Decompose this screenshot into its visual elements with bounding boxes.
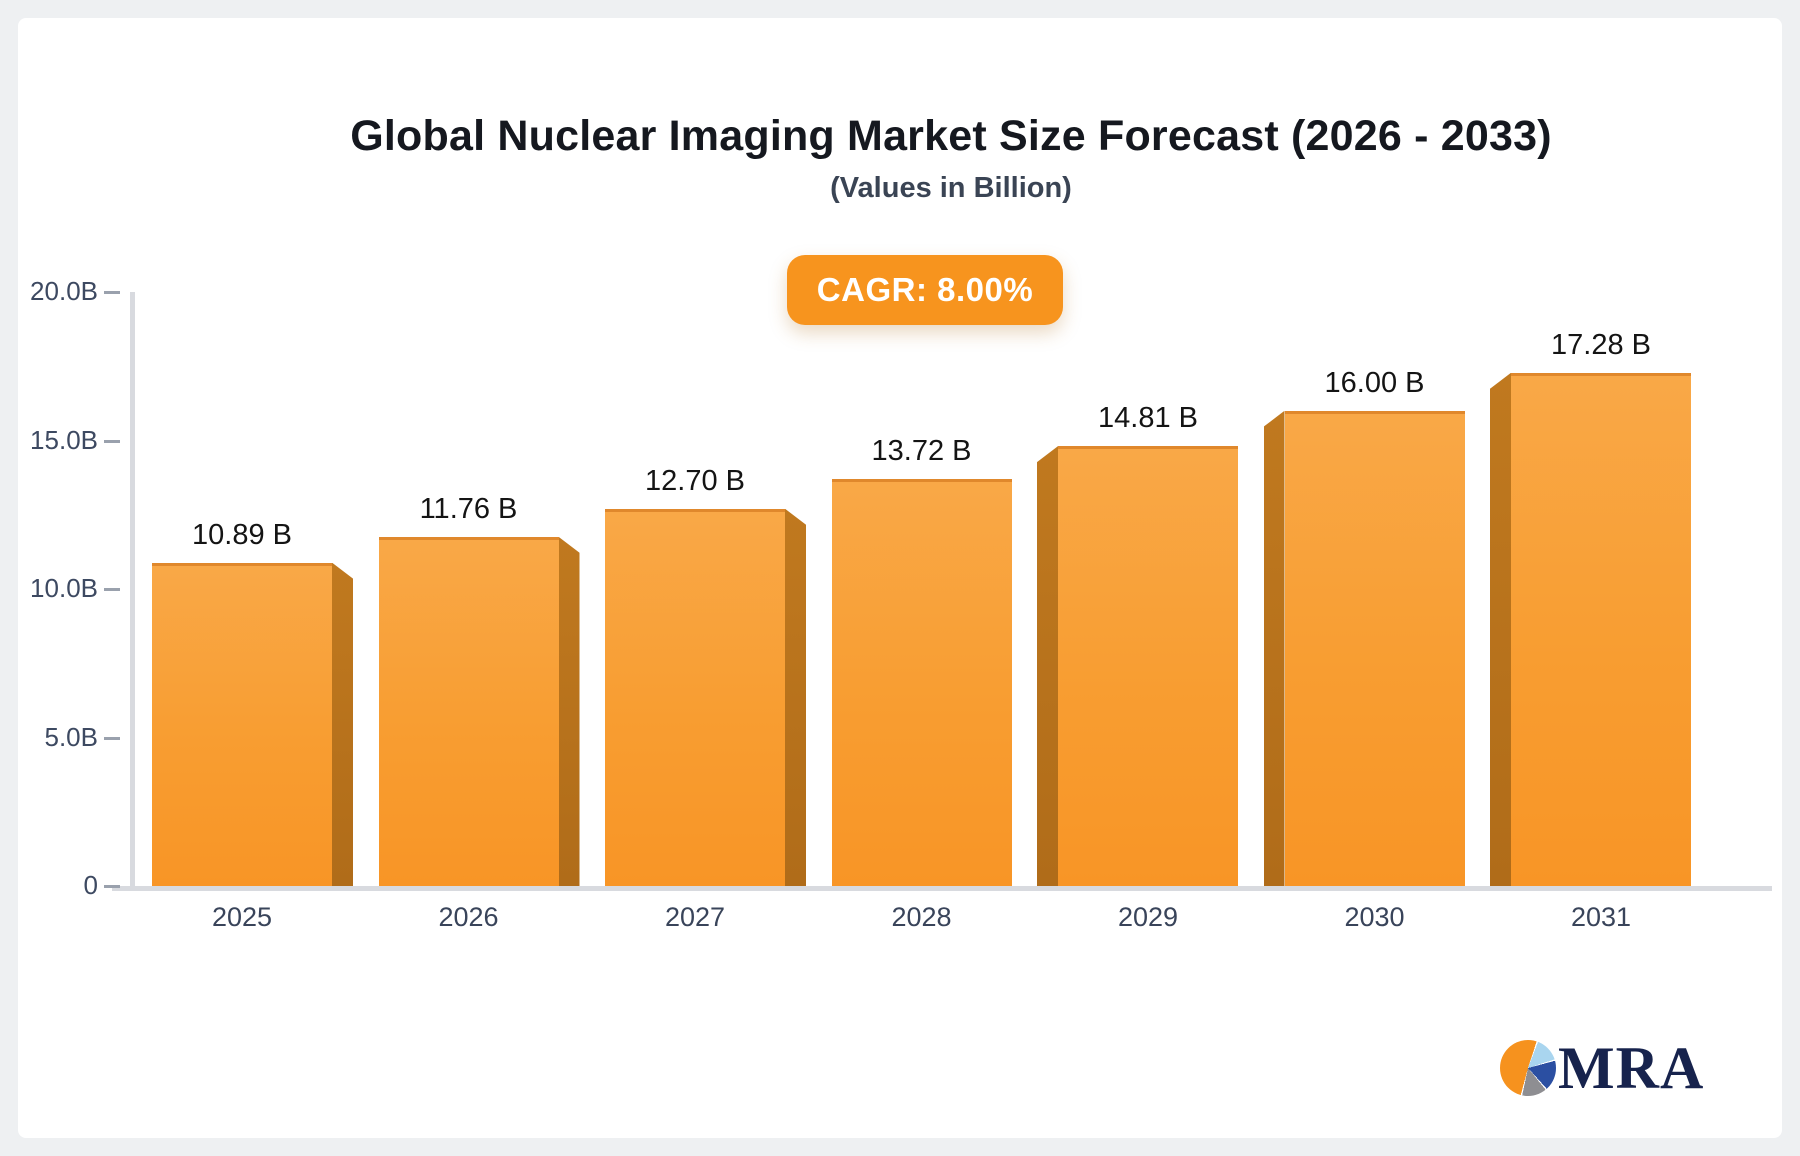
bar-value-label: 14.81 B bbox=[1098, 402, 1198, 435]
y-axis-tick-label: 0 bbox=[83, 870, 98, 900]
bar-2025 bbox=[152, 562, 332, 886]
x-axis-category-label: 2026 bbox=[438, 902, 499, 932]
bar-2031 bbox=[1511, 372, 1691, 886]
y-axis-tick-label: 5.0B bbox=[44, 721, 99, 752]
x-axis-category-label: 2029 bbox=[1117, 902, 1179, 932]
x-axis-category-label: 2027 bbox=[664, 902, 726, 932]
cagr-badge-label: CAGR: 8.00% bbox=[816, 271, 1034, 308]
y-axis-tick-label: 20.0B bbox=[30, 276, 98, 306]
pie-chart-logo-icon bbox=[1500, 1040, 1556, 1096]
y-axis-tick bbox=[104, 588, 120, 591]
bar-value-label: 13.72 B bbox=[871, 434, 972, 467]
cagr-badge: CAGR: 8.00% bbox=[787, 255, 1063, 325]
logo-text: MRA bbox=[1558, 1035, 1705, 1101]
bar-2027 bbox=[605, 508, 785, 886]
bar-2026 bbox=[378, 536, 559, 886]
x-axis-category-label: 2025 bbox=[211, 902, 273, 932]
x-axis-category-label: 2030 bbox=[1344, 902, 1405, 932]
bar-value-label: 12.70 B bbox=[645, 464, 745, 497]
bar-2025-side-face bbox=[332, 562, 353, 886]
bar-2026-side-face bbox=[558, 536, 580, 886]
x-axis-category-label: 2028 bbox=[891, 902, 952, 932]
y-axis-line bbox=[130, 292, 135, 888]
bar-2031-side-face bbox=[1490, 372, 1511, 886]
bar-2029-side-face bbox=[1037, 446, 1058, 886]
y-axis-tick bbox=[104, 439, 120, 443]
bar-2030-side-face bbox=[1263, 410, 1285, 886]
y-axis-tick bbox=[104, 736, 120, 740]
x-axis-category-label: 2031 bbox=[1570, 902, 1632, 932]
y-axis-tick bbox=[104, 291, 120, 294]
bar-2029 bbox=[1058, 446, 1238, 886]
mra-logo: MRA bbox=[1500, 1035, 1705, 1101]
y-axis-tick bbox=[104, 885, 120, 888]
bar-2030 bbox=[1284, 410, 1465, 886]
bar-value-label: 17.28 B bbox=[1551, 328, 1651, 361]
bar-2027-side-face bbox=[785, 508, 806, 886]
bar-value-label: 11.76 B bbox=[419, 492, 518, 525]
x-axis-line bbox=[112, 886, 1772, 891]
y-axis-tick-label: 10.0B bbox=[30, 573, 98, 603]
chart-subtitle: (Values in Billion) bbox=[830, 172, 1072, 204]
bar-value-label: 10.89 B bbox=[192, 518, 292, 551]
chart-title: Global Nuclear Imaging Market Size Forec… bbox=[350, 112, 1552, 160]
y-axis-tick-label: 15.0B bbox=[30, 424, 98, 455]
bar-2028 bbox=[831, 478, 1012, 886]
bar-value-label: 16.00 B bbox=[1324, 366, 1425, 399]
